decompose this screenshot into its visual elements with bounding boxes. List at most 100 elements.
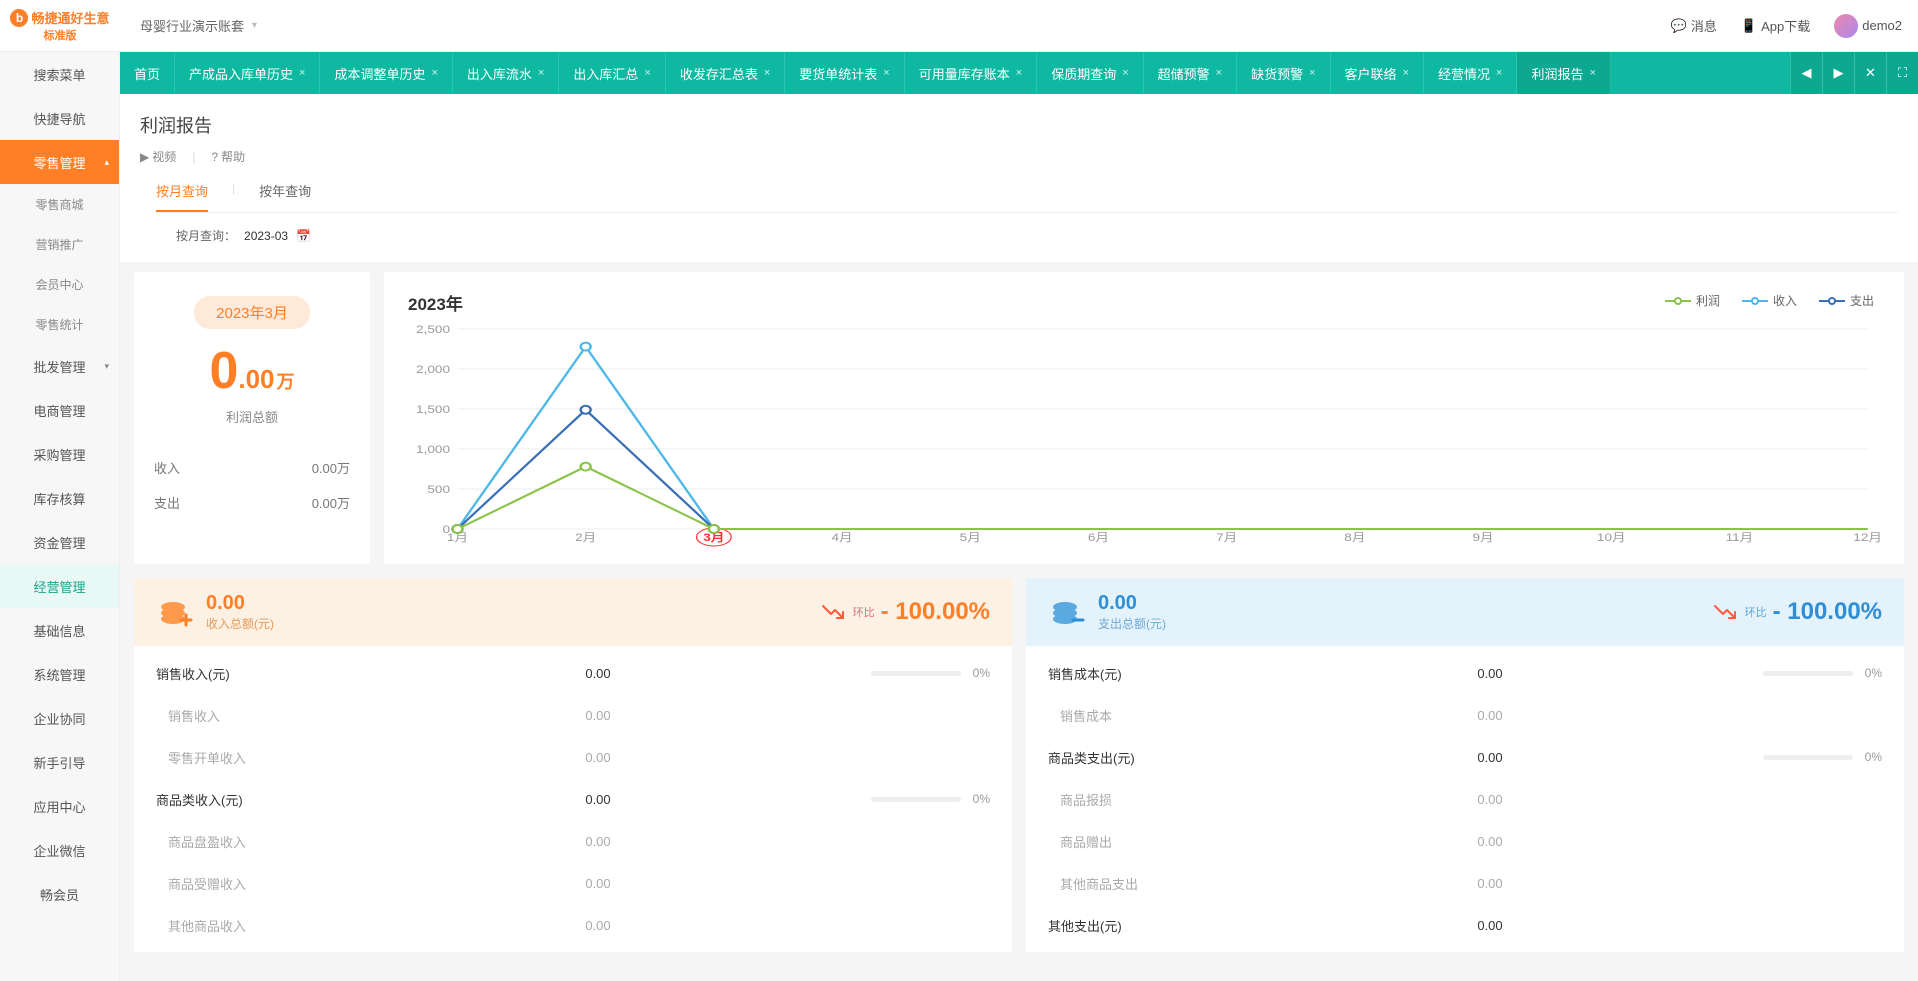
video-link[interactable]: ▶ 视频 (140, 148, 176, 165)
row-label: 零售开单收入 (156, 748, 473, 767)
svg-text:2,500: 2,500 (416, 323, 450, 335)
logo: b畅捷通好生意 标准版 (0, 0, 120, 52)
row-label: 其他商品支出 (1048, 874, 1365, 893)
app-download-link[interactable]: 📱 App下载 (1741, 16, 1810, 35)
messages-link[interactable]: 💬 消息 (1671, 16, 1717, 35)
tab-item[interactable]: 出入库汇总× (559, 52, 665, 94)
tab-strip: 首页 产成品入库单历史×成本调整单历史×出入库流水×出入库汇总×收发存汇总表×要… (120, 52, 1918, 94)
tab-item[interactable]: 出入库流水× (453, 52, 559, 94)
coins-plus-icon (156, 593, 194, 631)
sidebar-quicknav[interactable]: 快捷导航 (0, 96, 119, 140)
sidebar-retail[interactable]: 零售管理▴ (0, 140, 119, 184)
close-icon[interactable]: × (299, 67, 305, 79)
close-icon[interactable]: × (1403, 67, 1409, 79)
sidebar-wechat[interactable]: 企业微信 (0, 828, 119, 872)
svg-text:8月: 8月 (1344, 531, 1365, 543)
account-selector[interactable]: 母婴行业演示账套 ▾ (140, 16, 257, 35)
row-label: 商品报损 (1048, 790, 1365, 809)
calendar-icon[interactable]: 📅 (296, 229, 311, 243)
sidebar-retail-mall[interactable]: 零售商城 (0, 184, 119, 224)
close-icon[interactable]: × (1122, 67, 1128, 79)
sidebar-wholesale[interactable]: 批发管理▾ (0, 344, 119, 388)
close-icon[interactable]: × (431, 67, 437, 79)
sidebar-coop[interactable]: 企业协同 (0, 696, 119, 740)
tab-close-all[interactable]: ✕ (1854, 52, 1886, 94)
account-name: 母婴行业演示账套 (140, 16, 244, 35)
tab-item[interactable]: 收发存汇总表× (666, 52, 785, 94)
chevron-down-icon: ▾ (252, 20, 257, 31)
sidebar-retail-marketing[interactable]: 营销推广 (0, 224, 119, 264)
tab-item[interactable]: 超储预警× (1144, 52, 1237, 94)
income-value: 0.00万 (312, 458, 350, 477)
help-link[interactable]: ? 帮助 (211, 148, 245, 165)
profit-total-label: 利润总额 (226, 407, 278, 426)
row-value: 0.00 (1365, 750, 1615, 765)
messages-label: 消息 (1691, 16, 1717, 35)
tab-item[interactable]: 利润报告× (1517, 52, 1610, 94)
row-label: 商品受赠收入 (156, 874, 473, 893)
close-icon[interactable]: × (1496, 67, 1502, 79)
sidebar-member[interactable]: 畅会员 (0, 872, 119, 916)
row-value: 0.00 (1365, 708, 1615, 723)
panel-row: 销售收入0.00 (156, 694, 990, 736)
panel-row: 商品报损0.00 (1048, 778, 1882, 820)
tab-item[interactable]: 产成品入库单历史× (175, 52, 320, 94)
panel-row: 销售收入(元)0.000% (156, 652, 990, 694)
row-value: 0.00 (473, 666, 723, 681)
panel-row: 商品赠出0.00 (1048, 820, 1882, 862)
row-label: 销售收入(元) (156, 664, 473, 683)
sidebar-appcenter[interactable]: 应用中心 (0, 784, 119, 828)
close-icon[interactable]: × (644, 67, 650, 79)
chevron-left-icon: ◀ (1802, 65, 1812, 81)
filter-date[interactable]: 2023-03 (244, 229, 288, 243)
sidebar-purchase[interactable]: 采购管理 (0, 432, 119, 476)
sidebar-retail-stats[interactable]: 零售统计 (0, 304, 119, 344)
tab-item[interactable]: 要货单统计表× (785, 52, 904, 94)
line-chart: 05001,0001,5002,0002,5001月2月3月4月5月6月7月8月… (408, 321, 1880, 551)
svg-text:9月: 9月 (1472, 531, 1493, 543)
tab-scroll-right[interactable]: ▶ (1822, 52, 1854, 94)
user-menu[interactable]: demo2 (1834, 14, 1902, 38)
close-icon[interactable]: × (1016, 67, 1022, 79)
svg-text:4月: 4月 (831, 531, 852, 543)
sidebar-retail-member[interactable]: 会员中心 (0, 264, 119, 304)
sidebar-stock[interactable]: 库存核算 (0, 476, 119, 520)
tab-item[interactable]: 成本调整单历史× (320, 52, 452, 94)
period-pill: 2023年3月 (194, 296, 310, 329)
sidebar-search[interactable]: 搜索菜单 (0, 52, 119, 96)
tab-scroll-left[interactable]: ◀ (1790, 52, 1822, 94)
panel-row: 零售开单收入0.00 (156, 736, 990, 778)
fullscreen-icon: ⛶ (1898, 65, 1907, 81)
row-value: 0.00 (1365, 918, 1615, 933)
fullscreen-toggle[interactable]: ⛶ (1886, 52, 1918, 94)
tab-item[interactable]: 经营情况× (1424, 52, 1517, 94)
close-icon[interactable]: × (1216, 67, 1222, 79)
sidebar-base[interactable]: 基础信息 (0, 608, 119, 652)
svg-text:500: 500 (427, 483, 450, 495)
sidebar-ecommerce[interactable]: 电商管理 (0, 388, 119, 432)
subtab-year[interactable]: 按年查询 (259, 171, 311, 212)
close-icon[interactable]: × (1309, 67, 1315, 79)
row-value: 0.00 (1365, 666, 1615, 681)
tab-home[interactable]: 首页 (120, 52, 175, 94)
row-value: 0.00 (473, 876, 723, 891)
close-icon[interactable]: × (883, 67, 889, 79)
brand-sub: 标准版 (44, 27, 77, 43)
sidebar-guide[interactable]: 新手引导 (0, 740, 119, 784)
close-icon[interactable]: × (538, 67, 544, 79)
tab-item[interactable]: 客户联络× (1331, 52, 1424, 94)
panel-row: 商品类支出(元)0.000% (1048, 736, 1882, 778)
filter-label: 按月查询： (176, 227, 236, 244)
sidebar-operate[interactable]: 经营管理 (0, 564, 119, 608)
tab-item[interactable]: 保质期查询× (1037, 52, 1143, 94)
tab-item[interactable]: 可用量库存账本× (905, 52, 1037, 94)
expense-pct: - 100.00% (1773, 598, 1882, 626)
sidebar-system[interactable]: 系统管理 (0, 652, 119, 696)
chevron-right-icon: ▶ (1834, 65, 1844, 81)
subtab-month[interactable]: 按月查询 (156, 171, 208, 212)
tab-item[interactable]: 缺货预警× (1237, 52, 1330, 94)
sidebar-fund[interactable]: 资金管理 (0, 520, 119, 564)
close-icon[interactable]: × (764, 67, 770, 79)
close-icon[interactable]: × (1589, 67, 1595, 79)
income-hb-label: 环比 (853, 604, 875, 620)
